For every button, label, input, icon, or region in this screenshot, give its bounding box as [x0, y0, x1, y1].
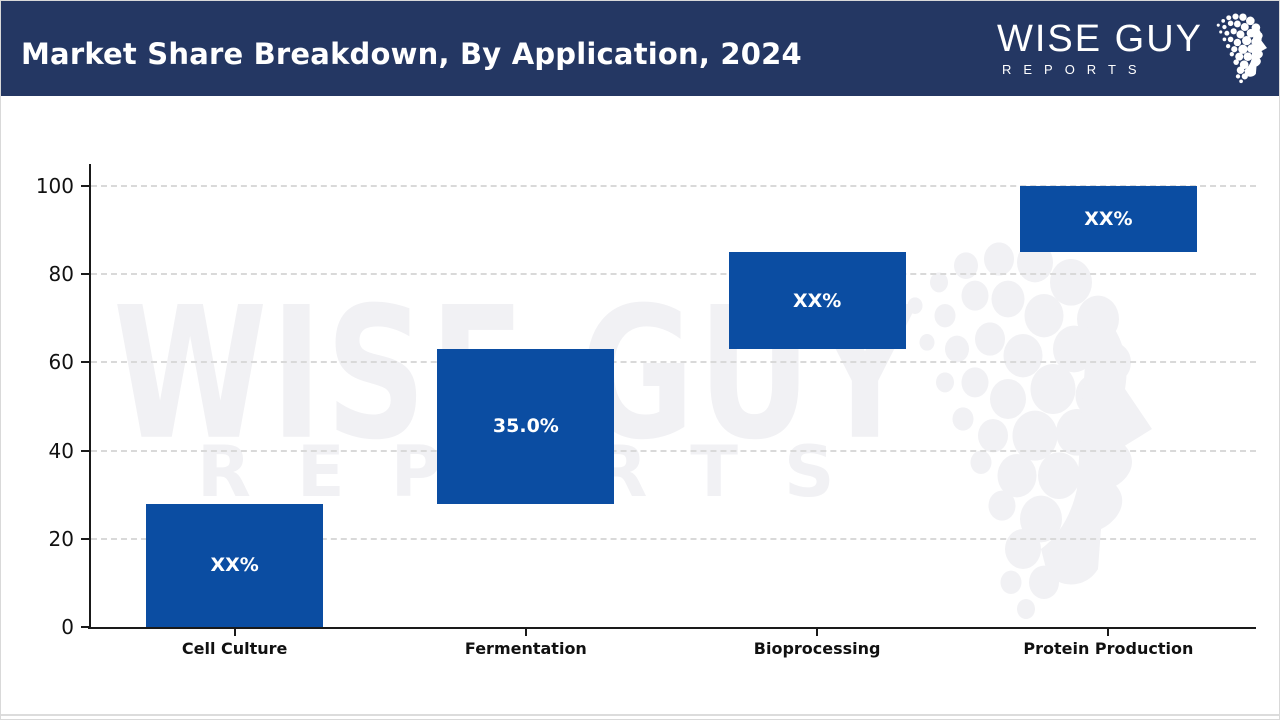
- bar-value-label: XX%: [210, 554, 259, 577]
- x-axis-tick: [1107, 629, 1110, 636]
- gridline-80: [91, 273, 1256, 276]
- header-bar: Market Share Breakdown, By Application, …: [1, 1, 1279, 96]
- x-category-label: Fermentation: [464, 639, 587, 658]
- brand-logo-text: WISE GUY REPORTS: [997, 20, 1203, 77]
- x-category-label: Cell Culture: [181, 639, 288, 658]
- y-axis-tick: [81, 449, 89, 452]
- gridline-20: [91, 537, 1256, 540]
- gridline-40: [91, 449, 1256, 452]
- x-axis-tick: [233, 629, 236, 636]
- bar-value-label: XX%: [792, 289, 842, 312]
- x-axis-tick: [816, 629, 819, 636]
- x-axis-tick: [524, 629, 527, 636]
- y-tick-label: 40: [48, 438, 74, 463]
- y-axis-tick: [81, 537, 89, 540]
- y-tick-label: 100: [35, 174, 74, 198]
- bar-cell-culture: XX%: [146, 503, 324, 627]
- brand-head-icon: [1216, 13, 1267, 84]
- y-tick-label: 0: [61, 615, 74, 639]
- y-axis-tick: [81, 273, 89, 276]
- bottom-divider: [1, 714, 1279, 716]
- y-axis-tick: [81, 361, 89, 364]
- y-axis-tick: [81, 185, 89, 187]
- gridline-100: [91, 185, 1256, 187]
- bar-bioprocessing: XX%: [728, 252, 906, 350]
- bar-fermentation: 35.0%: [437, 349, 615, 504]
- y-tick-label: 80: [48, 262, 74, 287]
- x-category-label: Protein Production: [1023, 639, 1194, 658]
- x-axis: [88, 627, 1256, 629]
- bar-protein-production: XX%: [1019, 186, 1197, 253]
- brand-name: WISE GUY: [996, 17, 1203, 60]
- x-category-label: Bioprocessing: [753, 639, 881, 658]
- y-axis-tick: [81, 626, 89, 628]
- y-tick-label: 60: [48, 350, 74, 375]
- bar-value-label: 35.0%: [492, 415, 559, 438]
- chart-title: Market Share Breakdown, By Application, …: [21, 37, 802, 71]
- brand-subname: REPORTS: [1001, 61, 1149, 77]
- brand-logo: WISE GUY REPORTS: [997, 11, 1269, 85]
- bar-value-label: XX%: [1084, 208, 1133, 231]
- gridline-60: [91, 361, 1256, 364]
- y-axis: [89, 164, 91, 629]
- y-tick-label: 20: [48, 526, 74, 551]
